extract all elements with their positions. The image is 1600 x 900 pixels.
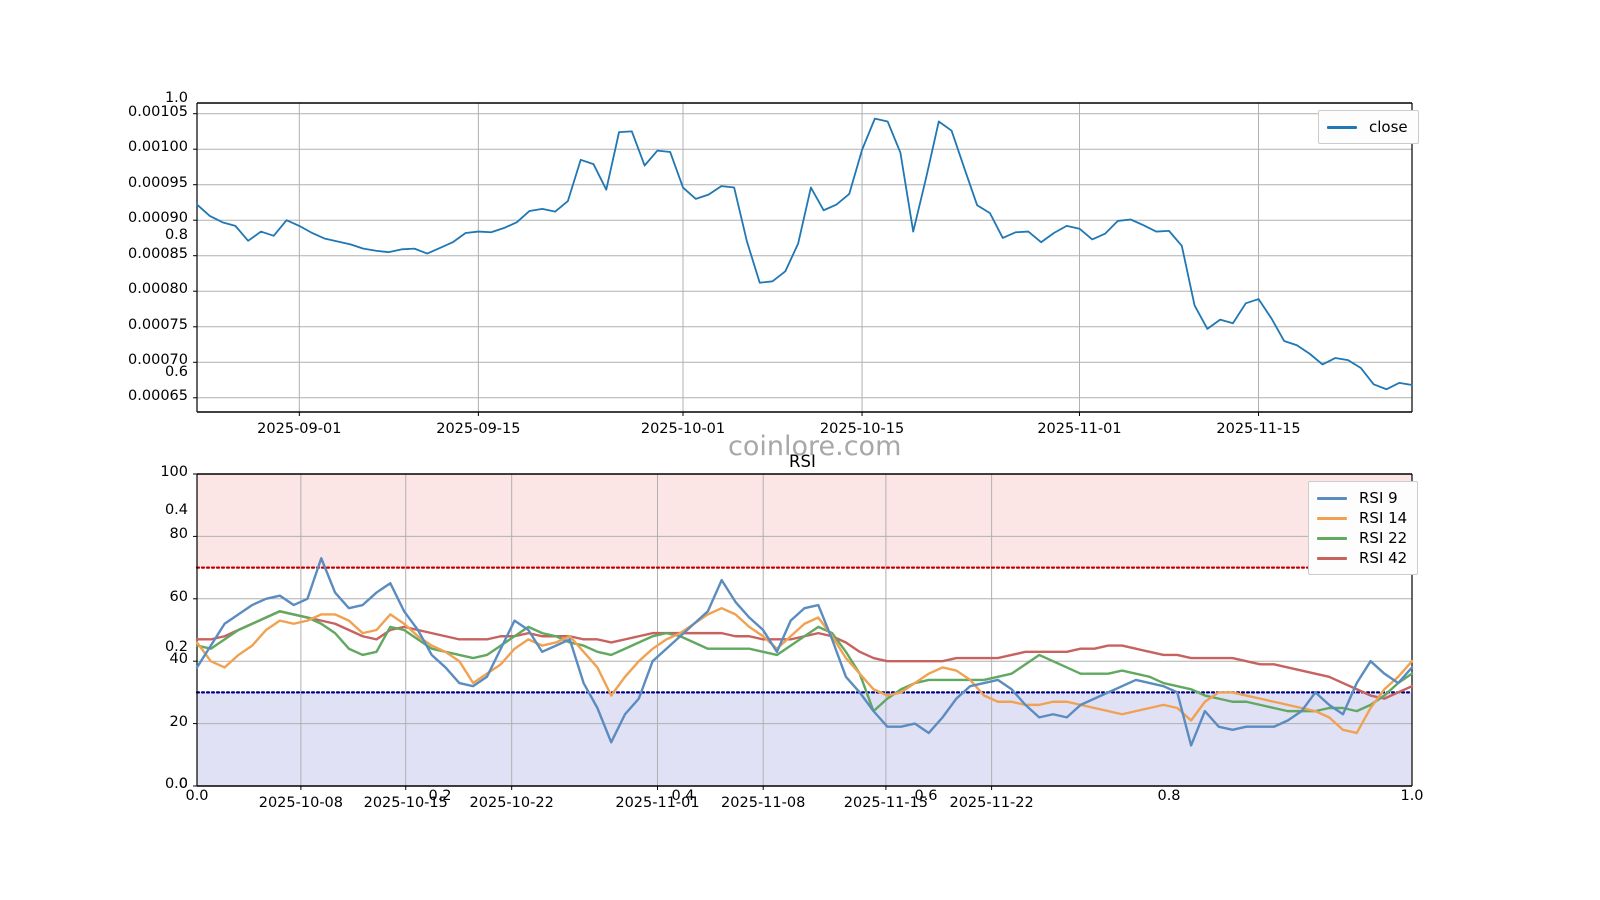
rsi-x-tick-label: 2025-11-01 [615,795,700,811]
rsi-line-rsi-22 [195,610,1414,713]
rsi-oversold-band [197,692,1412,786]
rsi-overbought-band [197,474,1412,568]
background-axis-y-tick: 0.2 [164,638,188,655]
rsi-y-tick-label: 40 [169,651,188,668]
rsi-y-tick-label: 0 [178,776,188,792]
rsi-legend-item[interactable]: RSI 9 [1317,488,1407,508]
price-y-tick-label: 0.00075 [128,316,188,333]
rsi-y-tick-label: 100 [160,464,188,480]
rsi-legend-label: RSI 9 [1359,489,1398,507]
rsi-x-tick-label: 2025-10-15 [363,795,448,811]
rsi-legend-swatch-icon [1317,496,1347,500]
price-y-tick-label: 0.00070 [128,352,188,369]
price-legend[interactable]: close [1318,110,1419,144]
price-x-tick-label: 2025-11-01 [1037,421,1122,437]
rsi-legend-item[interactable]: RSI 42 [1317,548,1407,568]
rsi-legend-swatch-icon [1317,556,1347,560]
price-x-tick-label: 2025-09-01 [257,421,342,437]
rsi-legend-swatch-icon [1317,536,1347,540]
rsi-legend-label: RSI 42 [1359,549,1408,567]
price-y-tick-label: 0.00100 [128,139,188,156]
price-y-tick-label: 0.00095 [128,174,188,191]
price-y-tick-label: 0.00105 [128,103,188,120]
rsi-legend-swatch-icon [1317,516,1347,520]
rsi-line-rsi-9 [195,557,1414,747]
background-axis-x-tick: 0.4 [671,788,695,804]
price-y-tick-label: 0.00090 [128,210,188,227]
rsi-legend-label: RSI 14 [1359,509,1408,527]
price-y-tick-label: 0.00085 [128,245,188,262]
background-axis-y-tick: 0.0 [164,776,188,792]
close-price-line [196,117,1413,391]
price-y-tick-label: 0.00080 [128,281,188,298]
rsi-panel-title: RSI [789,452,816,471]
background-axis-y-tick: 1.0 [164,90,188,106]
rsi-y-tick-label: 20 [169,713,188,730]
background-axis-y-tick: 0.6 [164,364,188,381]
rsi-y-tick-label: 80 [169,526,188,543]
rsi-legend-label: RSI 22 [1359,529,1408,547]
rsi-legend-item[interactable]: RSI 14 [1317,508,1407,528]
rsi-y-tick-label: 60 [169,588,188,605]
price-x-tick-label: 2025-10-15 [819,421,905,437]
rsi-x-tick-label: 2025-11-22 [949,795,1034,811]
rsi-legend[interactable]: RSI 9 RSI 14 RSI 22 RSI 42 [1308,481,1419,575]
watermark-coinlore: coinlore.com [728,431,902,462]
rsi-x-tick-label: 2025-10-08 [258,795,344,811]
rsi-x-tick-label: 2025-10-22 [469,795,554,811]
background-axis-y-tick: 0.4 [164,501,188,518]
rsi-x-tick-label: 2025-11-15 [843,795,929,811]
price-legend-item[interactable]: close [1327,117,1408,137]
price-y-tick-label: 0.00065 [128,387,188,404]
rsi-x-tick-label: 2025-11-08 [721,795,806,811]
price-legend-swatch-icon [1327,125,1357,129]
price-x-tick-label: 2025-09-15 [436,421,521,437]
rsi-legend-item[interactable]: RSI 22 [1317,528,1407,548]
price-legend-label: close [1369,118,1408,136]
background-axis-x-tick: 0.8 [1157,788,1181,804]
price-x-tick-label: 2025-11-15 [1216,421,1301,437]
background-axis-x-tick: 1.0 [1400,788,1424,804]
price-x-tick-label: 2025-10-01 [640,421,726,437]
rsi-line-rsi-14 [195,606,1414,735]
background-axis-x-tick: 0.6 [914,788,938,804]
background-axis-y-tick: 0.8 [164,227,188,244]
background-axis-x-tick: 0.0 [185,788,209,804]
background-axis-x-tick: 0.2 [428,788,452,804]
